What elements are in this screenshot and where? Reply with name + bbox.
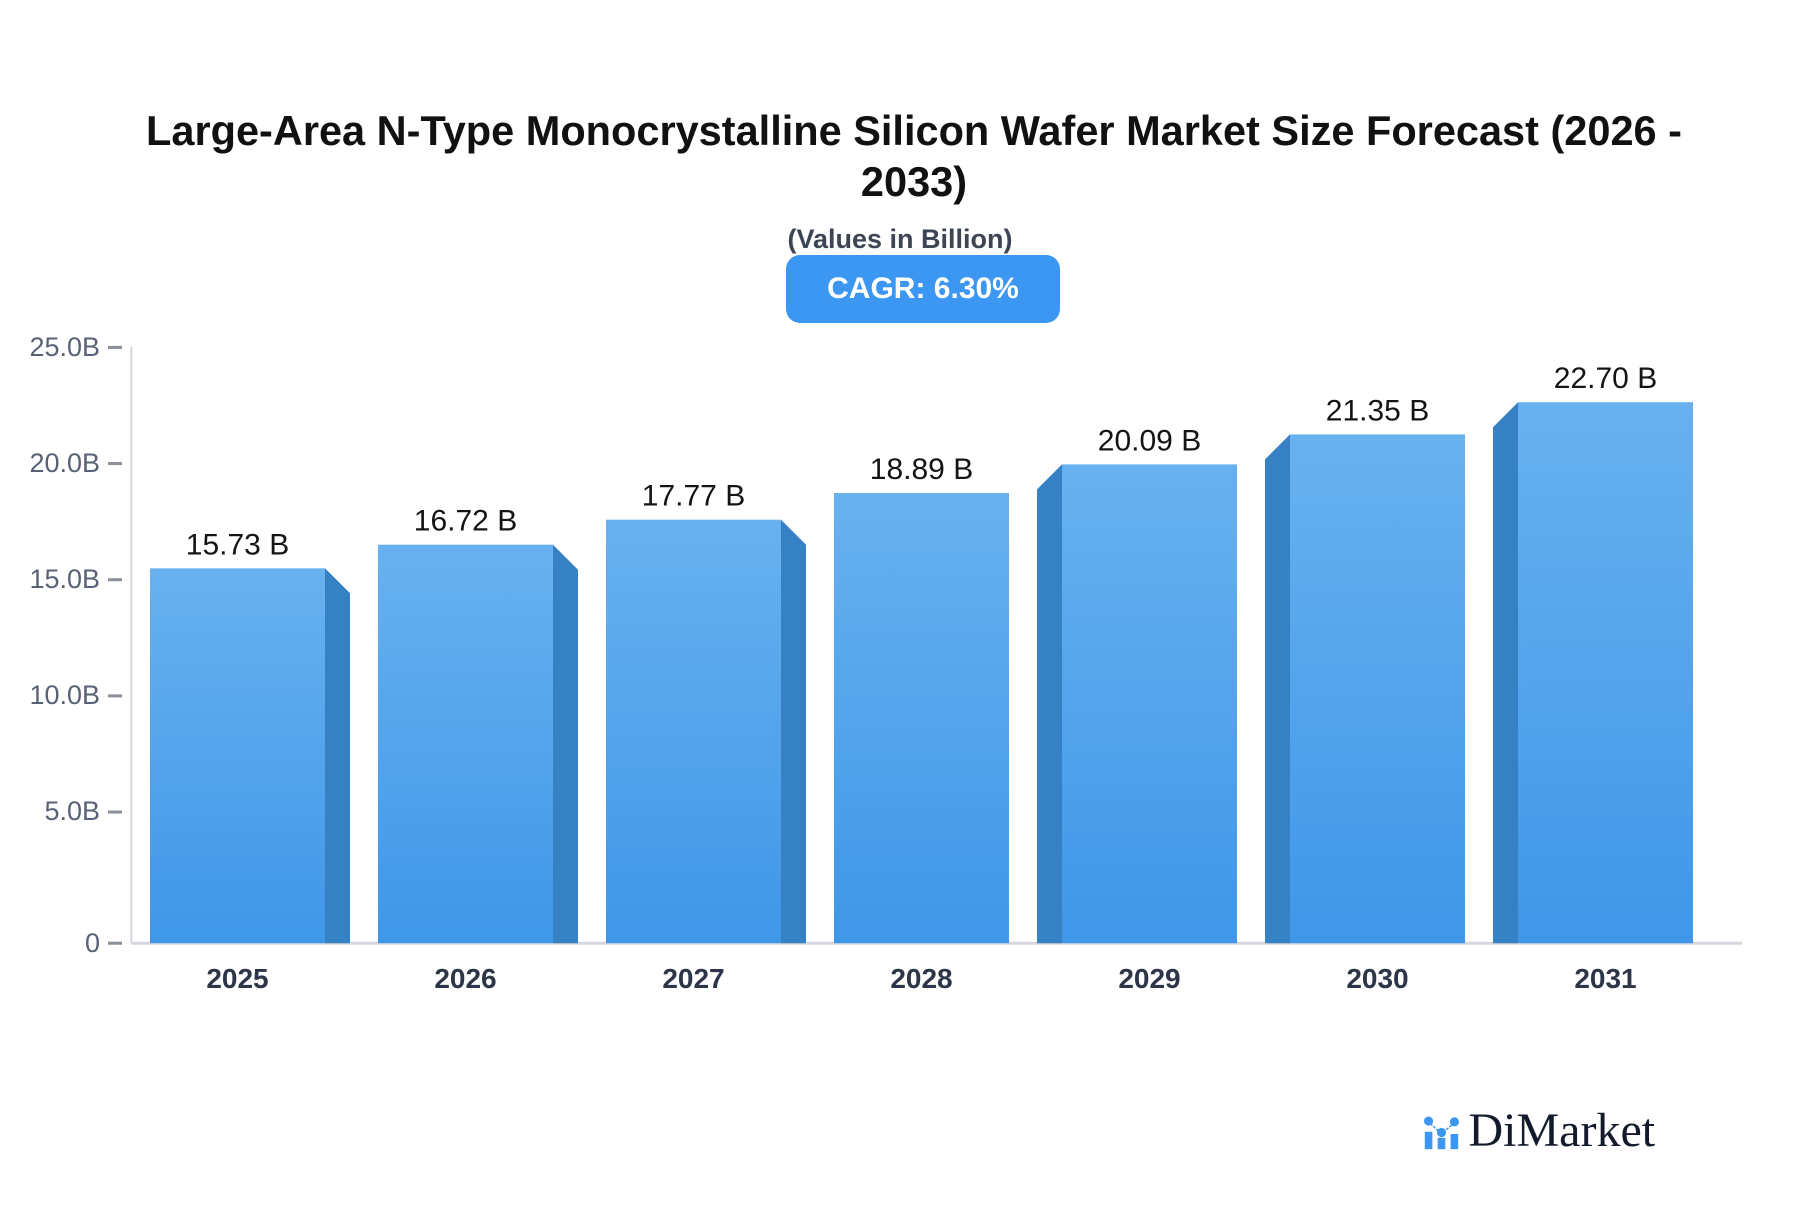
svg-text:2025: 2025 bbox=[206, 963, 268, 994]
svg-text:10.0B: 10.0B bbox=[29, 680, 100, 710]
svg-text:2031: 2031 bbox=[1574, 963, 1636, 994]
svg-text:20.0B: 20.0B bbox=[29, 448, 100, 478]
svg-text:5.0B: 5.0B bbox=[44, 796, 100, 826]
svg-text:25.0B: 25.0B bbox=[29, 332, 100, 362]
svg-text:2030: 2030 bbox=[1346, 963, 1408, 994]
svg-text:15.73 B: 15.73 B bbox=[186, 528, 289, 561]
svg-text:2027: 2027 bbox=[662, 963, 724, 994]
svg-text:17.77 B: 17.77 B bbox=[642, 480, 745, 513]
svg-text:2029: 2029 bbox=[1118, 963, 1180, 994]
svg-text:18.89 B: 18.89 B bbox=[870, 453, 973, 486]
svg-text:22.70 B: 22.70 B bbox=[1554, 362, 1657, 395]
svg-text:2028: 2028 bbox=[890, 963, 952, 994]
svg-text:15.0B: 15.0B bbox=[29, 564, 100, 594]
svg-text:20.09 B: 20.09 B bbox=[1098, 424, 1201, 457]
svg-text:2026: 2026 bbox=[434, 963, 496, 994]
svg-text:16.72 B: 16.72 B bbox=[414, 505, 517, 538]
svg-text:21.35 B: 21.35 B bbox=[1326, 394, 1429, 427]
svg-text:0: 0 bbox=[85, 928, 100, 958]
